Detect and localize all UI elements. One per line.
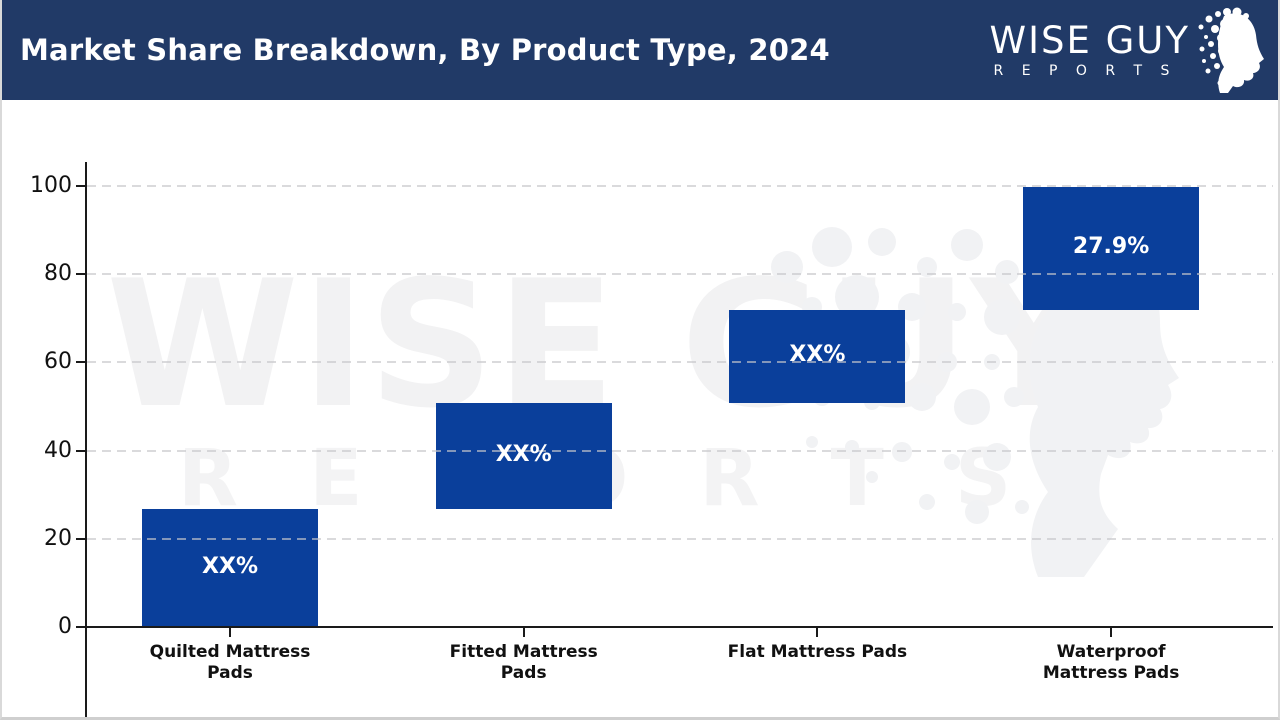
y-tick-20 — [76, 537, 85, 540]
x-axis-line — [85, 626, 1273, 628]
chart-area: WISE GUY R E P O R T S — [0, 100, 1280, 720]
x-category-label: Quilted Mattress Pads — [149, 642, 311, 684]
gridline-80 — [87, 273, 1273, 276]
gridline-40 — [87, 449, 1273, 452]
x-tick — [816, 628, 819, 637]
y-tick-100 — [76, 185, 85, 187]
y-tick-label-80: 80 — [44, 261, 72, 287]
y-tick-label-20: 20 — [44, 525, 72, 551]
x-category-label: Waterproof Mattress Pads — [1042, 642, 1180, 684]
x-tick — [1110, 628, 1113, 637]
bar-value-label: XX% — [495, 441, 552, 467]
bar-segment — [435, 402, 612, 509]
page-title: Market Share Breakdown, By Product Type,… — [20, 33, 830, 67]
wise-guy-reports-logo: WISE GUY R E P O R T S — [990, 7, 1266, 93]
y-tick-60 — [76, 361, 85, 364]
x-tick — [522, 628, 525, 637]
y-tick-label-0: 0 — [58, 614, 72, 639]
bar-segment — [142, 508, 318, 627]
y-axis-line — [85, 162, 87, 720]
x-category-label: Fitted Mattress Pads — [449, 642, 598, 684]
y-tick-0 — [76, 626, 85, 628]
y-tick-label-60: 60 — [44, 349, 72, 375]
bar-value-label: XX% — [789, 342, 846, 368]
gridline-100 — [87, 185, 1273, 187]
gridline-20 — [87, 537, 1273, 540]
logo-subtext: R E P O R T S — [993, 62, 1177, 79]
x-tick — [229, 628, 231, 637]
y-tick-80 — [76, 273, 85, 276]
y-tick-label-100: 100 — [30, 173, 72, 198]
logo-wordmark: WISE GUY — [989, 18, 1190, 62]
logo-head-icon — [1198, 7, 1264, 93]
x-category-label: Flat Mattress Pads — [727, 642, 908, 662]
logo-text: WISE GUY R E P O R T S — [990, 22, 1190, 79]
y-tick-40 — [76, 449, 85, 452]
bar-value-label: XX% — [202, 553, 258, 579]
y-tick-label-40: 40 — [44, 437, 72, 463]
bar-value-label: 27.9% — [1072, 234, 1150, 260]
gridline-60 — [87, 361, 1273, 364]
header: Market Share Breakdown, By Product Type,… — [0, 0, 1280, 100]
